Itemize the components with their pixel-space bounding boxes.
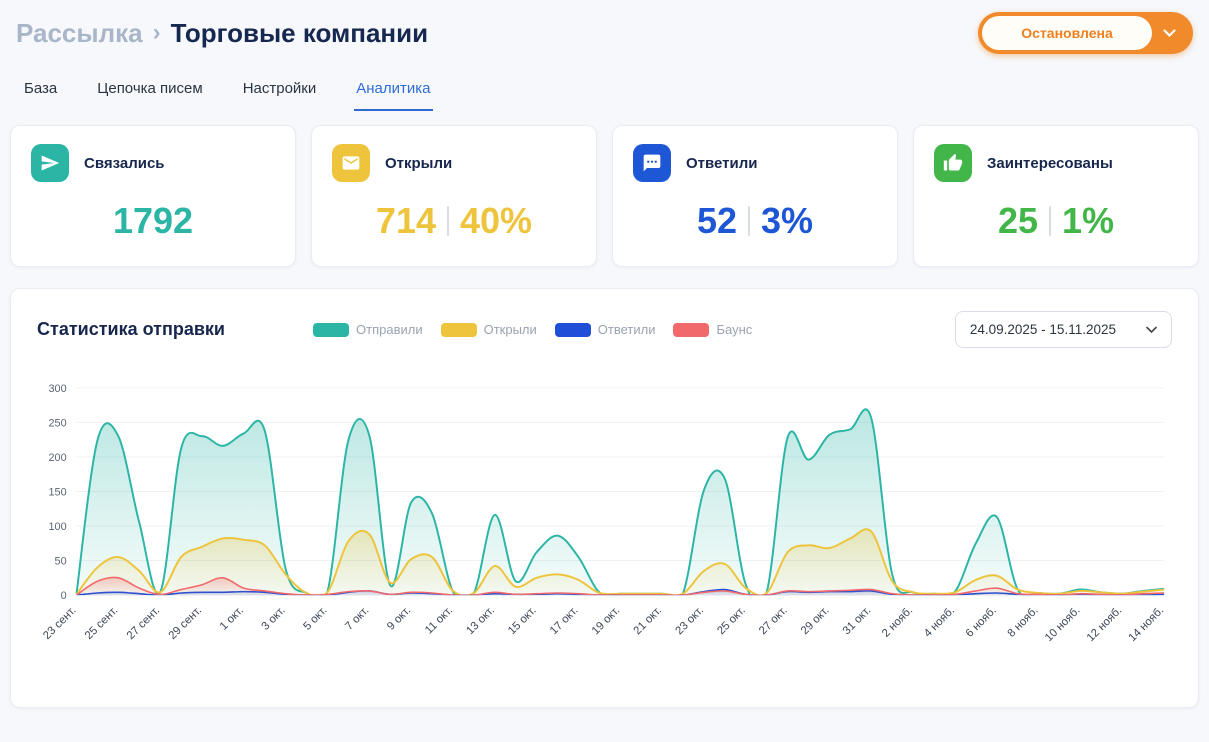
svg-text:19 окт.: 19 окт. bbox=[590, 604, 623, 637]
svg-text:25 окт.: 25 окт. bbox=[715, 604, 748, 637]
stat-percent: 1% bbox=[1062, 200, 1115, 241]
stat-value-row: 52 3% bbox=[633, 200, 877, 242]
legend-label: Баунс bbox=[716, 322, 753, 337]
stat-percent: 40% bbox=[460, 200, 533, 241]
legend-label: Отправили bbox=[356, 322, 423, 337]
svg-text:10 нояб.: 10 нояб. bbox=[1043, 604, 1083, 644]
legend-item-sent: Отправили bbox=[313, 322, 423, 337]
send-icon bbox=[31, 144, 69, 182]
svg-text:21 окт.: 21 окт. bbox=[632, 604, 665, 637]
stat-percent: 3% bbox=[761, 200, 814, 241]
stat-label: Открыли bbox=[385, 154, 453, 172]
legend-swatch-bounce bbox=[673, 322, 710, 337]
svg-text:31 окт.: 31 окт. bbox=[841, 604, 874, 637]
tab-base[interactable]: База bbox=[24, 80, 58, 97]
sending-stats-card: Статистика отправки Отправили Открыли От… bbox=[10, 288, 1199, 708]
chat-icon bbox=[633, 144, 671, 182]
stat-label: Заинтересованы bbox=[987, 154, 1113, 172]
stat-value: 714 bbox=[375, 200, 436, 241]
value-separator bbox=[748, 206, 750, 236]
legend-swatch-sent bbox=[313, 322, 349, 337]
svg-text:5 окт.: 5 окт. bbox=[301, 604, 329, 632]
chevron-down-icon bbox=[1146, 326, 1157, 334]
legend-label: Открыли bbox=[483, 322, 537, 337]
svg-text:3 окт.: 3 окт. bbox=[260, 604, 288, 632]
svg-text:27 сент.: 27 сент. bbox=[125, 604, 163, 642]
breadcrumb: Рассылка › Торговые компании bbox=[16, 18, 428, 49]
stat-card-replied: Ответили 52 3% bbox=[612, 125, 898, 267]
svg-text:27 окт.: 27 окт. bbox=[757, 604, 790, 637]
thumbs-up-icon bbox=[934, 144, 972, 182]
svg-text:23 окт.: 23 окт. bbox=[673, 604, 706, 637]
legend-item-replied: Ответили bbox=[554, 322, 656, 337]
svg-text:29 сент.: 29 сент. bbox=[167, 604, 205, 642]
topbar: Рассылка › Торговые компании Остановлена bbox=[10, 10, 1199, 54]
svg-text:25 сент.: 25 сент. bbox=[83, 604, 121, 642]
chart-header: Статистика отправки Отправили Открыли От… bbox=[37, 311, 1172, 348]
svg-text:23 сент.: 23 сент. bbox=[41, 604, 79, 642]
tab-settings[interactable]: Настройки bbox=[242, 80, 317, 97]
stat-card-opened: Открыли 714 40% bbox=[311, 125, 597, 267]
svg-text:2 нояб.: 2 нояб. bbox=[880, 604, 915, 639]
envelope-icon bbox=[332, 144, 370, 182]
svg-text:9 окт.: 9 окт. bbox=[385, 604, 413, 632]
svg-text:7 окт.: 7 окт. bbox=[343, 604, 371, 632]
tab-email-chain[interactable]: Цепочка писем bbox=[97, 80, 203, 97]
stat-label: Ответили bbox=[686, 154, 758, 172]
stat-value: 25 bbox=[997, 200, 1038, 241]
stat-cards-row: Связались 1792 Открыли 714 40% bbox=[10, 125, 1199, 267]
stat-value: 52 bbox=[696, 200, 737, 241]
svg-text:200: 200 bbox=[49, 452, 67, 464]
svg-text:13 окт.: 13 окт. bbox=[464, 604, 497, 637]
chart-legend: Отправили Открыли Ответили Баунс bbox=[313, 322, 752, 337]
chart-title: Статистика отправки bbox=[37, 319, 225, 339]
stat-card-contacted: Связались 1792 bbox=[10, 125, 296, 267]
breadcrumb-root-link[interactable]: Рассылка bbox=[16, 17, 143, 48]
chevron-down-icon bbox=[1152, 28, 1189, 38]
stat-value-row: 25 1% bbox=[934, 200, 1178, 242]
svg-text:12 нояб.: 12 нояб. bbox=[1085, 604, 1125, 644]
campaign-status-label: Остановлена bbox=[982, 16, 1152, 50]
legend-item-opened: Открыли bbox=[440, 322, 537, 337]
page-title: Торговые компании bbox=[170, 17, 429, 48]
svg-text:150: 150 bbox=[49, 486, 67, 498]
legend-label: Ответили bbox=[597, 322, 656, 337]
svg-text:8 нояб.: 8 нояб. bbox=[1006, 604, 1041, 639]
svg-text:250: 250 bbox=[49, 417, 67, 429]
date-range-value: 24.09.2025 - 15.11.2025 bbox=[969, 322, 1116, 337]
date-range-select[interactable]: 24.09.2025 - 15.11.2025 bbox=[954, 311, 1172, 348]
value-separator bbox=[1049, 206, 1051, 236]
svg-text:50: 50 bbox=[55, 555, 67, 567]
stat-label: Связались bbox=[84, 154, 165, 172]
legend-swatch-opened bbox=[440, 322, 477, 337]
stat-value: 1792 bbox=[112, 200, 194, 241]
svg-text:29 окт.: 29 окт. bbox=[799, 604, 832, 637]
chart-area: 0 50 100 150 200 250 300 23 сент. 25 сент. 27 сен… bbox=[37, 374, 1172, 682]
svg-text:4 нояб.: 4 нояб. bbox=[922, 604, 957, 639]
legend-swatch-replied bbox=[554, 322, 591, 337]
svg-text:0: 0 bbox=[61, 590, 67, 602]
svg-text:15 окт.: 15 окт. bbox=[506, 604, 539, 637]
svg-text:6 нояб.: 6 нояб. bbox=[964, 604, 999, 639]
value-separator bbox=[447, 206, 449, 236]
stat-value-row: 714 40% bbox=[332, 200, 576, 242]
svg-text:300: 300 bbox=[49, 383, 67, 395]
svg-text:17 окт.: 17 окт. bbox=[548, 604, 581, 637]
sending-stats-chart: 0 50 100 150 200 250 300 23 сент. 25 сент. 27 сен… bbox=[41, 383, 1167, 644]
stat-value-row: 1792 bbox=[31, 200, 275, 242]
campaign-status-button[interactable]: Остановлена bbox=[978, 12, 1193, 54]
tab-analytics[interactable]: Аналитика bbox=[354, 80, 433, 111]
svg-text:100: 100 bbox=[49, 521, 67, 533]
stat-card-interested: Заинтересованы 25 1% bbox=[913, 125, 1199, 267]
svg-text:14 нояб.: 14 нояб. bbox=[1127, 604, 1167, 644]
tab-bar: База Цепочка писем Настройки Аналитика bbox=[22, 80, 1199, 111]
breadcrumb-separator-icon: › bbox=[152, 19, 161, 46]
svg-text:11 окт.: 11 окт. bbox=[423, 604, 455, 636]
svg-text:1 окт.: 1 окт. bbox=[218, 604, 246, 632]
legend-item-bounce: Баунс bbox=[673, 322, 752, 337]
